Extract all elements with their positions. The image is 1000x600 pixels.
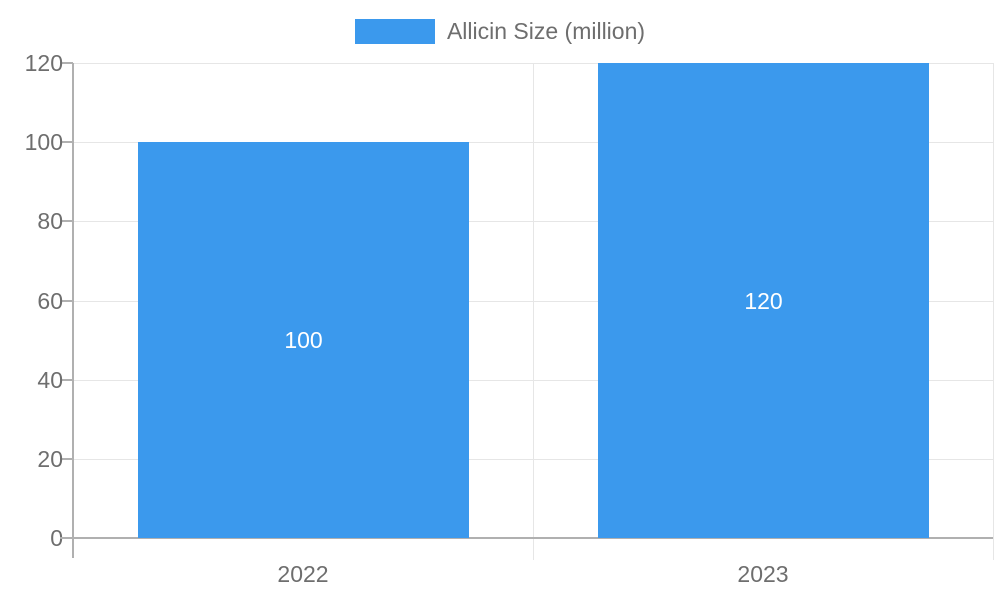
y-axis-tick: [60, 300, 73, 302]
y-axis-tick: [60, 379, 73, 381]
y-axis-tick: [60, 458, 73, 460]
legend-swatch: [354, 19, 435, 44]
gridline-vertical: [533, 63, 534, 560]
y-axis-label: 40: [37, 367, 63, 393]
y-axis-label: 20: [37, 446, 63, 472]
y-axis-tick: [60, 220, 73, 222]
x-axis-line: [60, 537, 993, 539]
y-axis-label: 0: [50, 525, 63, 551]
y-axis-label: 120: [24, 50, 63, 76]
gridline-vertical: [993, 63, 994, 560]
y-axis-label: 100: [24, 129, 63, 155]
y-axis-label: 60: [37, 288, 63, 314]
y-axis-tick: [60, 141, 73, 143]
y-axis-label: 80: [37, 208, 63, 234]
y-axis-tick: [60, 62, 73, 64]
legend-label: Allicin Size (million): [446, 18, 646, 44]
bar-2022[interactable]: 100: [138, 142, 469, 538]
bar-value-label: 120: [744, 287, 783, 314]
x-axis-label: 2023: [737, 561, 789, 587]
bar-value-label: 100: [284, 327, 323, 353]
legend[interactable]: Allicin Size (million): [0, 18, 1000, 45]
x-axis-label: 2022: [277, 561, 329, 587]
y-axis-line: [72, 63, 74, 558]
bar-2023[interactable]: 120: [598, 63, 929, 538]
